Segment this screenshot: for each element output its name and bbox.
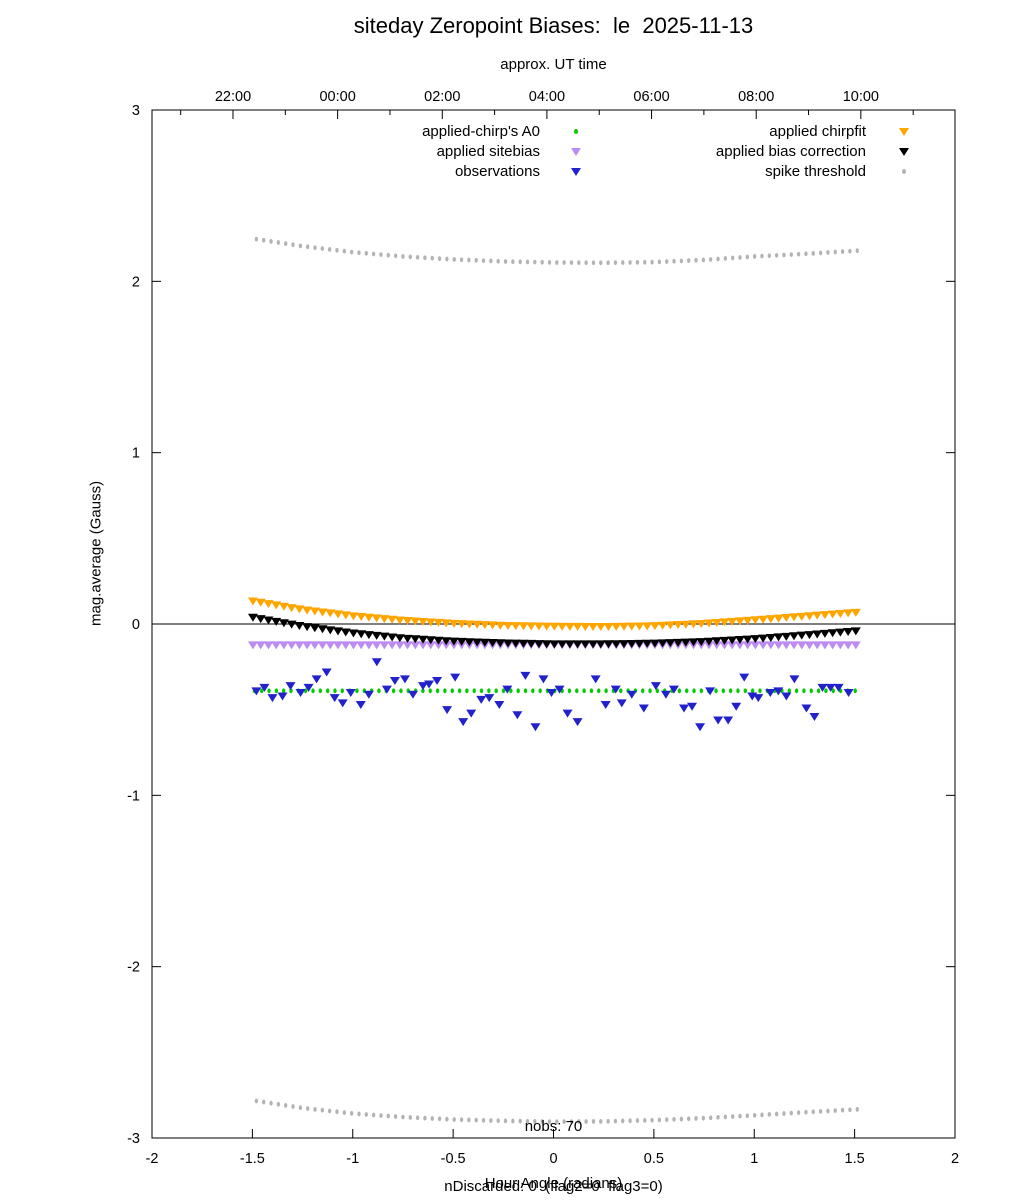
y-axis-ticks: 3 2 1 0 -1 -2 -3 [127, 103, 955, 1147]
x-tick-label: 1.5 [845, 1151, 865, 1167]
x-axis-title: Hour Angle (radians) [484, 1175, 623, 1192]
top-axis-ticks: 22:00 00:00 02:00 04:00 06:00 08:00 10:00 [180, 89, 914, 119]
top-tick-label: 10:00 [843, 89, 879, 105]
x-tick-label: -1 [346, 1151, 359, 1167]
x-tick-label: -2 [146, 1151, 159, 1167]
x-tick-label: 0 [549, 1151, 557, 1167]
x-tick-label: 0.5 [644, 1151, 664, 1167]
triangle-down-marker-icon [571, 168, 581, 176]
x-tick-label: -1.5 [240, 1151, 265, 1167]
y-tick-label: -3 [127, 1131, 140, 1147]
x-axis-ticks: -2 -1.5 -1 -0.5 0 0.5 1 1.5 2 [146, 1129, 959, 1167]
chart-title: siteday Zeropoint Biases: le 2025-11-13 [353, 13, 754, 38]
legend-label-applied-chirp-s-a0: applied-chirp's A0 [422, 123, 540, 140]
y-tick-label: -1 [127, 788, 140, 804]
y-tick-label: 1 [132, 446, 140, 462]
x-tick-label: 1 [750, 1151, 758, 1167]
series-applied-chirpfit [247, 597, 861, 632]
triangle-down-marker-icon [571, 148, 581, 156]
top-tick-label: 06:00 [633, 89, 669, 105]
legend-label-applied-chirpfit: applied chirpfit [769, 123, 866, 140]
top-axis-title: approx. UT time [500, 56, 607, 73]
y-tick-label: -2 [127, 960, 140, 976]
x-tick-label: -0.5 [441, 1151, 466, 1167]
y-tick-label: 2 [132, 274, 140, 290]
y-tick-label: 3 [132, 103, 140, 119]
y-tick-label: 0 [132, 617, 140, 633]
series-spike-threshold-lower [254, 1098, 859, 1125]
series-observations [251, 658, 854, 732]
nobs-text: nobs: 70 [524, 1118, 583, 1135]
series-spike-threshold-upper [254, 236, 859, 266]
ndiscarded-text: nDiscarded: 0 (flag2=0 flag3=0) [444, 1178, 663, 1195]
triangle-down-marker-icon [899, 148, 909, 156]
legend-label-applied-bias-correction: applied bias correction [715, 143, 866, 160]
top-tick-label: 02:00 [424, 89, 460, 105]
top-tick-label: 08:00 [738, 89, 774, 105]
legend-label-spike-threshold: spike threshold [765, 163, 866, 180]
series-applied-bias-correction [247, 613, 861, 649]
top-tick-label: 22:00 [215, 89, 251, 105]
top-tick-label: 04:00 [529, 89, 565, 105]
dot-marker-icon [902, 169, 906, 174]
triangle-down-marker-icon [899, 128, 909, 136]
x-tick-label: 2 [951, 1151, 959, 1167]
annotations: nobs: 70 nDiscarded: 0 (flag2=0 flag3=0) [152, 1077, 955, 1200]
legend-label-observations: observations [454, 163, 540, 180]
legend-label-applied-sitebias: applied sitebias [436, 143, 540, 160]
dot-marker-icon [574, 129, 578, 134]
top-tick-label: 00:00 [319, 89, 355, 105]
